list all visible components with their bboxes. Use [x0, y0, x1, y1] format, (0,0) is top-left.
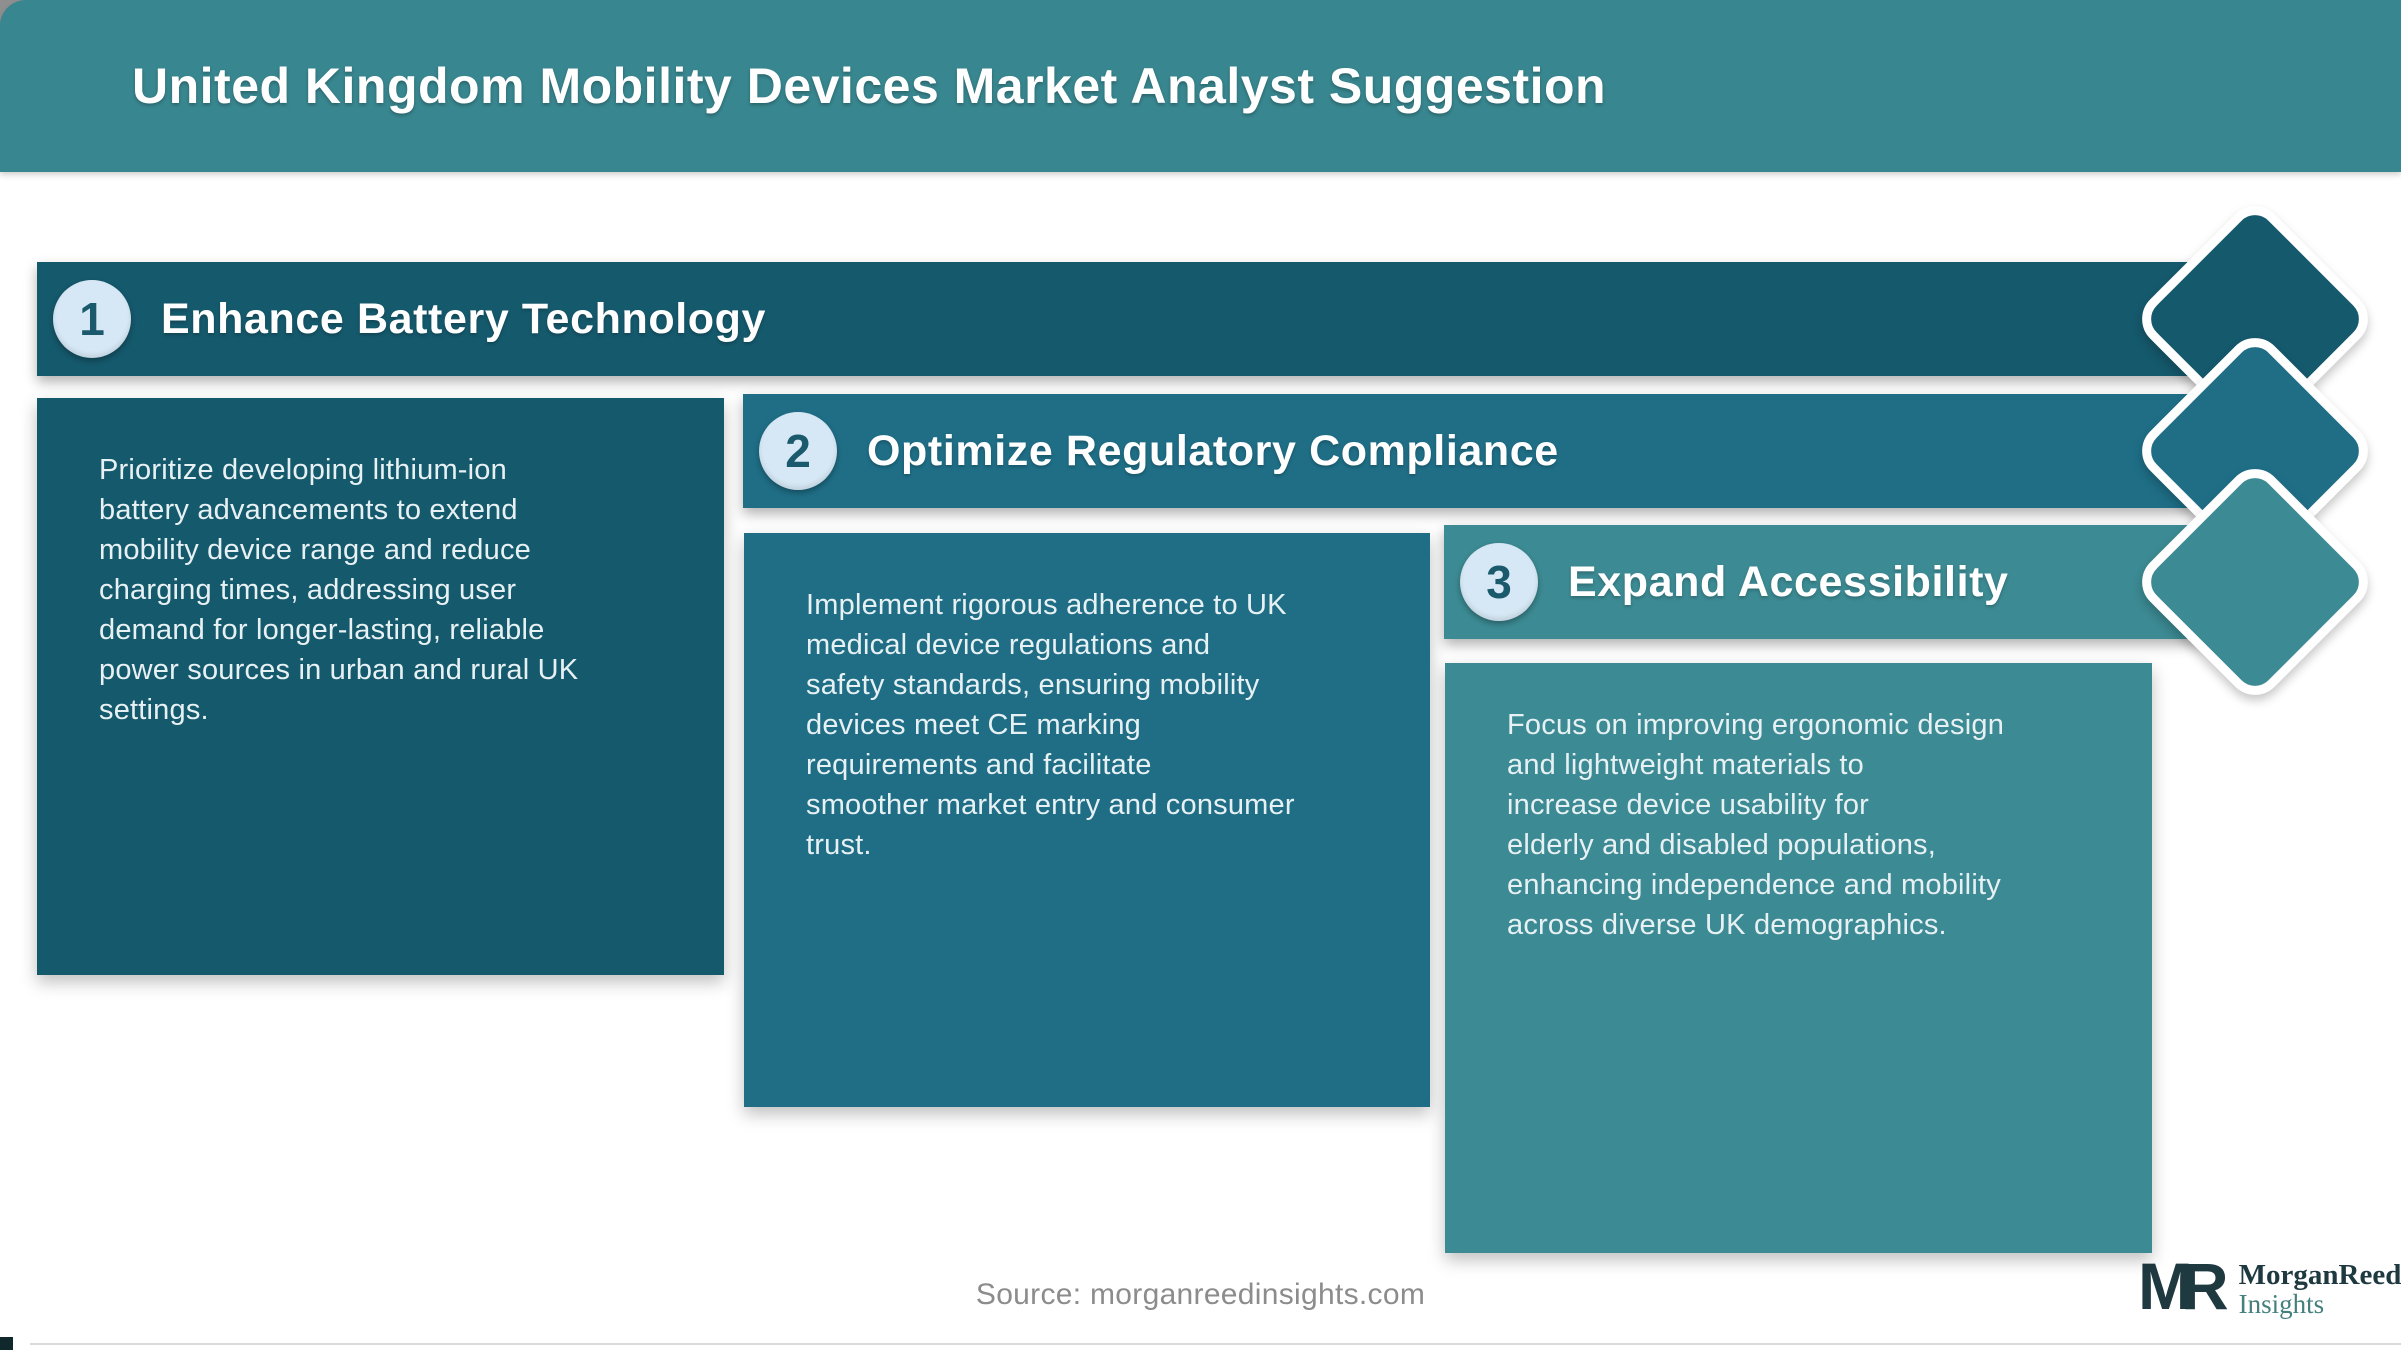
description-box-3: Focus on improving ergonomic design and … [1445, 663, 2152, 1253]
description-text-1: Prioritize developing lithium-ion batter… [99, 454, 579, 726]
badge-number: 1 [79, 293, 105, 345]
logo-text-block: MorganReed Insights [2239, 1260, 2401, 1318]
step-number-badge-2: 2 [759, 412, 837, 490]
step-banner-1: 1 Enhance Battery Technology [37, 262, 2240, 376]
logo-name: MorganReed [2238, 1259, 2401, 1291]
description-box-2: Implement rigorous adherence to UK medic… [744, 533, 1430, 1107]
step-title-1: Enhance Battery Technology [161, 294, 766, 343]
badge-number: 2 [785, 425, 811, 477]
bottom-left-corner-artifact [0, 1337, 13, 1350]
page-title: United Kingdom Mobility Devices Market A… [132, 58, 1607, 114]
step-banner-2: 2 Optimize Regulatory Compliance [743, 394, 2240, 508]
logo-subtitle: Insights [2238, 1289, 2325, 1319]
step-number-badge-1: 1 [53, 280, 131, 358]
description-text-2: Implement rigorous adherence to UK medic… [806, 589, 1295, 861]
step-title-2: Optimize Regulatory Compliance [867, 426, 1559, 475]
badge-number: 3 [1486, 556, 1512, 608]
bottom-divider-line [30, 1343, 2401, 1345]
step-title-3: Expand Accessibility [1568, 557, 2009, 606]
source-text: Source: morganreedinsights.com [975, 1278, 1426, 1311]
description-text-3: Focus on improving ergonomic design and … [1507, 709, 2005, 941]
brand-logo: MR MorganReed Insights [2138, 1249, 2401, 1323]
logo-monogram: MR [2138, 1249, 2229, 1323]
step-banner-3: 3 Expand Accessibility [1444, 525, 2240, 639]
step-number-badge-3: 3 [1460, 543, 1538, 621]
header-bar: United Kingdom Mobility Devices Market A… [0, 0, 2401, 172]
description-box-1: Prioritize developing lithium-ion batter… [37, 398, 724, 975]
